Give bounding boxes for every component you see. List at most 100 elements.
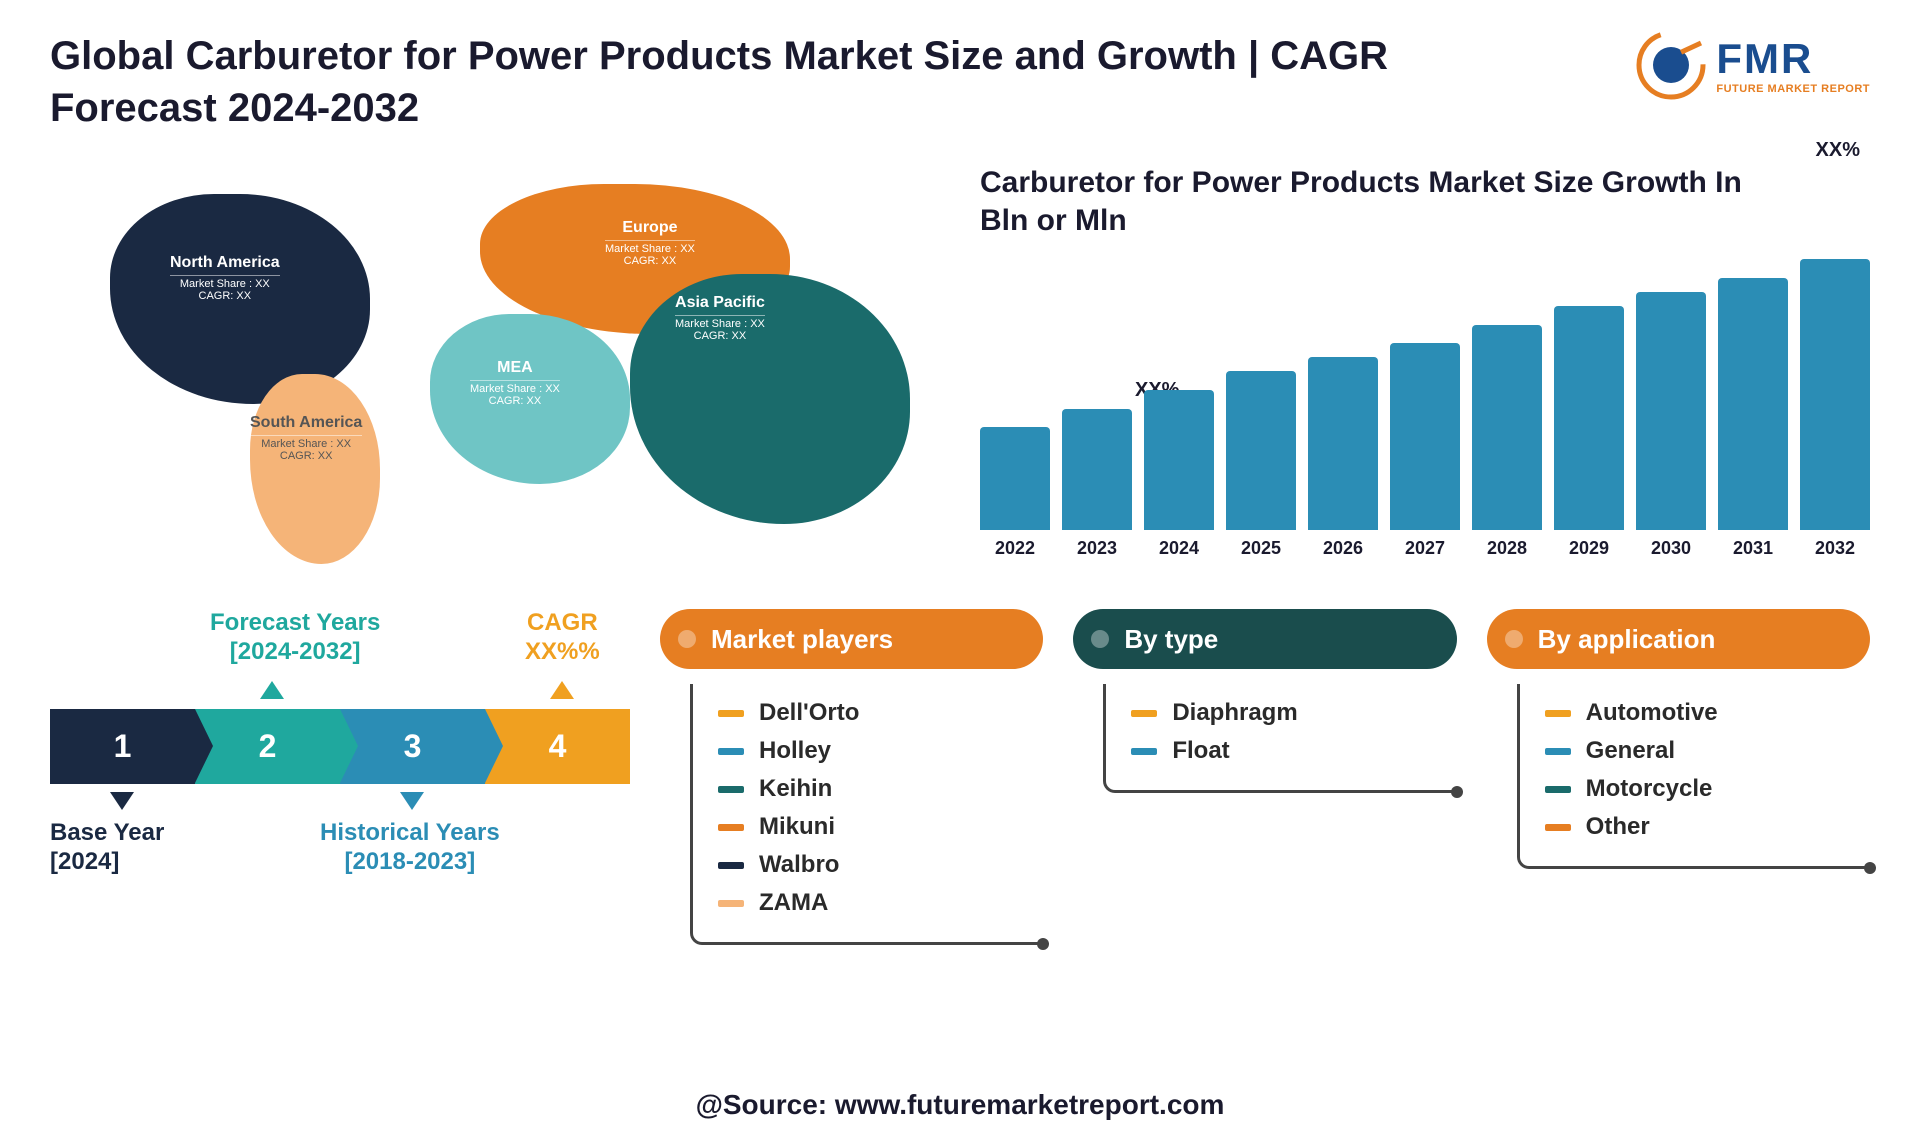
bracket-list: Automotive General Motorcycle Other bbox=[1517, 684, 1870, 869]
logo-text-main: FMR bbox=[1716, 35, 1870, 83]
list-item: Keihin bbox=[718, 770, 1043, 808]
bar-col: 2023 bbox=[1062, 409, 1132, 559]
bar-year-label: 2028 bbox=[1487, 538, 1527, 559]
bar-year-label: 2025 bbox=[1241, 538, 1281, 559]
page-title: Global Carburetor for Power Products Mar… bbox=[50, 30, 1450, 134]
timeline-bar: 1 2 3 4 bbox=[50, 709, 630, 784]
world-map: North AmericaMarket Share : XXCAGR: XXSo… bbox=[50, 164, 940, 544]
by-type-column: By type Diaphragm Float bbox=[1073, 609, 1456, 793]
bar-col: 2024 bbox=[1144, 390, 1214, 559]
column-header-text: By application bbox=[1538, 624, 1716, 655]
list-item: Diaphragm bbox=[1131, 694, 1456, 732]
list-item: Dell'Orto bbox=[718, 694, 1043, 732]
bar-year-label: 2023 bbox=[1077, 538, 1117, 559]
bar-chart: XX% 202220232024202520262027202820292030… bbox=[980, 259, 1870, 559]
bar-year-label: 2027 bbox=[1405, 538, 1445, 559]
cagr-arrow-icon bbox=[550, 681, 574, 699]
logo-icon bbox=[1636, 30, 1706, 100]
list-item-label: Keihin bbox=[759, 775, 832, 803]
header: Global Carburetor for Power Products Mar… bbox=[50, 30, 1870, 134]
bar-year-label: 2024 bbox=[1159, 538, 1199, 559]
hist-arrow-icon bbox=[400, 792, 424, 810]
base-arrow-icon bbox=[110, 792, 134, 810]
list-dash-icon bbox=[718, 710, 744, 717]
timeline-seg-1: 1 bbox=[50, 709, 195, 784]
list-item-label: ZAMA bbox=[759, 889, 828, 917]
pill-dot-icon bbox=[1505, 630, 1523, 648]
bar bbox=[1144, 390, 1214, 530]
list-dash-icon bbox=[1131, 710, 1157, 717]
bracket-list: Diaphragm Float bbox=[1103, 684, 1456, 793]
base-label: Base Year[2024] bbox=[50, 819, 164, 877]
bar bbox=[1472, 325, 1542, 530]
timeline-seg-4: 4 bbox=[485, 709, 630, 784]
list-item: Walbro bbox=[718, 846, 1043, 884]
bar-col: 2022 bbox=[980, 427, 1050, 559]
bar-col: 2032 bbox=[1800, 259, 1870, 559]
bar-year-label: 2029 bbox=[1569, 538, 1609, 559]
list-dash-icon bbox=[718, 748, 744, 755]
by-application-column: By application Automotive General Motorcycl… bbox=[1487, 609, 1870, 869]
list-item-label: Holley bbox=[759, 737, 831, 765]
market-players-column: Market players Dell'Orto Holley Keihin Mikun… bbox=[660, 609, 1043, 945]
bar bbox=[1636, 292, 1706, 530]
list-item-label: Float bbox=[1172, 737, 1229, 765]
list-item: Automotive bbox=[1545, 694, 1870, 732]
region-label: EuropeMarket Share : XXCAGR: XX bbox=[605, 219, 695, 267]
list-dash-icon bbox=[1545, 824, 1571, 831]
list-dash-icon bbox=[1131, 748, 1157, 755]
column-header-text: By type bbox=[1124, 624, 1218, 655]
list-item: Holley bbox=[718, 732, 1043, 770]
bar-col: 2030 bbox=[1636, 292, 1706, 559]
bracket-list: Dell'Orto Holley Keihin Mikuni Walbro ZAMA bbox=[690, 684, 1043, 945]
cagr-label: CAGRXX%% bbox=[525, 609, 600, 667]
list-item-label: Mikuni bbox=[759, 813, 835, 841]
list-dash-icon bbox=[718, 786, 744, 793]
forecast-label: Forecast Years[2024-2032] bbox=[210, 609, 380, 667]
list-item: Other bbox=[1545, 808, 1870, 846]
list-item-label: Dell'Orto bbox=[759, 699, 859, 727]
list-dash-icon bbox=[718, 862, 744, 869]
list-item-label: General bbox=[1586, 737, 1675, 765]
bar-col: 2028 bbox=[1472, 325, 1542, 559]
bar bbox=[1308, 357, 1378, 530]
list-item-label: Walbro bbox=[759, 851, 839, 879]
bar bbox=[1062, 409, 1132, 530]
region-label: MEAMarket Share : XXCAGR: XX bbox=[470, 359, 560, 407]
column-header-pill: By application bbox=[1487, 609, 1870, 669]
list-item-label: Automotive bbox=[1586, 699, 1718, 727]
map-region-south-america bbox=[250, 374, 380, 564]
bar-col: 2026 bbox=[1308, 357, 1378, 559]
bar-year-label: 2030 bbox=[1651, 538, 1691, 559]
bar-year-label: 2032 bbox=[1815, 538, 1855, 559]
column-header-pill: Market players bbox=[660, 609, 1043, 669]
map-region-asia-pacific bbox=[630, 274, 910, 524]
column-header-text: Market players bbox=[711, 624, 893, 655]
bar bbox=[1800, 259, 1870, 530]
timeline-seg-3: 3 bbox=[340, 709, 485, 784]
bar bbox=[1718, 278, 1788, 530]
bar bbox=[1554, 306, 1624, 530]
list-dash-icon bbox=[1545, 748, 1571, 755]
forecast-arrow-icon bbox=[260, 681, 284, 699]
bar-year-label: 2031 bbox=[1733, 538, 1773, 559]
bar-col: 2027 bbox=[1390, 343, 1460, 559]
list-item: Mikuni bbox=[718, 808, 1043, 846]
list-dash-icon bbox=[1545, 710, 1571, 717]
annot-2032: XX% bbox=[1816, 139, 1860, 162]
bar-chart-section: Carburetor for Power Products Market Siz… bbox=[980, 164, 1870, 559]
pill-dot-icon bbox=[678, 630, 696, 648]
region-label: North AmericaMarket Share : XXCAGR: XX bbox=[170, 254, 280, 302]
list-item-label: Diaphragm bbox=[1172, 699, 1297, 727]
bar-col: 2031 bbox=[1718, 278, 1788, 559]
list-item-label: Other bbox=[1586, 813, 1650, 841]
list-item-label: Motorcycle bbox=[1586, 775, 1713, 803]
list-dash-icon bbox=[1545, 786, 1571, 793]
bar-col: 2025 bbox=[1226, 371, 1296, 559]
list-dash-icon bbox=[718, 824, 744, 831]
timeline-seg-2: 2 bbox=[195, 709, 340, 784]
column-header-pill: By type bbox=[1073, 609, 1456, 669]
bar-year-label: 2022 bbox=[995, 538, 1035, 559]
list-item: Motorcycle bbox=[1545, 770, 1870, 808]
region-label: Asia PacificMarket Share : XXCAGR: XX bbox=[675, 294, 765, 342]
